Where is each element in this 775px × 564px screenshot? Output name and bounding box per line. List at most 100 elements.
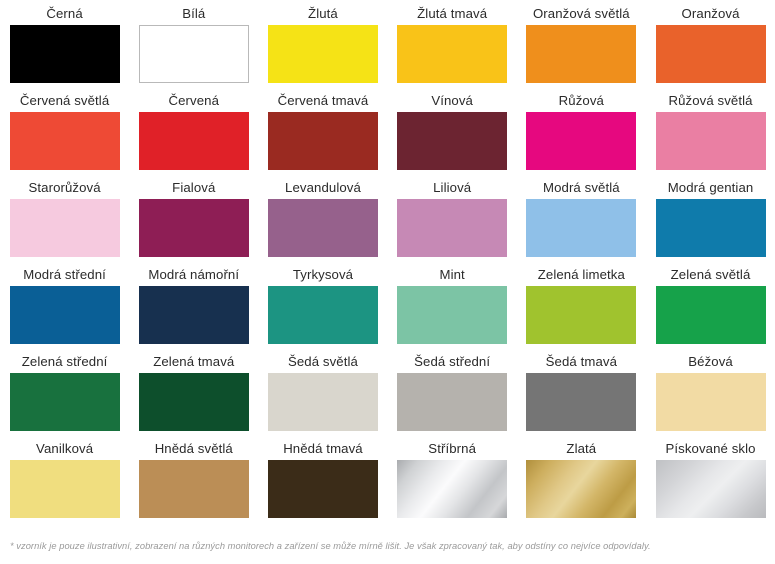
swatch-label: Béžová (688, 354, 733, 369)
swatch-cell[interactable]: Růžová světlá (646, 87, 775, 174)
swatch-cell[interactable]: Oranžová světlá (517, 0, 646, 87)
swatch-color-chip[interactable] (397, 373, 508, 431)
swatch-cell[interactable]: Šedá střední (388, 348, 517, 435)
swatch-cell[interactable]: Vínová (388, 87, 517, 174)
swatch-cell[interactable]: Zelená limetka (517, 261, 646, 348)
swatch-label: Zelená střední (21, 354, 108, 369)
swatch-label: Zelená tmavá (153, 354, 235, 369)
swatch-color-chip[interactable] (526, 199, 637, 257)
swatch-cell[interactable]: Hnědá světlá (129, 435, 258, 522)
swatch-color-chip[interactable] (138, 199, 249, 257)
swatch-cell[interactable]: Žlutá (258, 0, 387, 87)
swatch-color-chip[interactable] (267, 25, 378, 83)
swatch-cell[interactable]: Červená (129, 87, 258, 174)
swatch-cell[interactable]: Žlutá tmavá (388, 0, 517, 87)
swatch-cell[interactable]: Zelená tmavá (129, 348, 258, 435)
swatch-label: Levandulová (285, 180, 361, 195)
swatch-label: Modrá světlá (542, 180, 620, 195)
swatch-label: Červená světlá (19, 93, 110, 108)
swatch-label: Červená tmavá (277, 93, 369, 108)
swatch-label: Zelená světlá (670, 267, 751, 282)
swatch-color-chip[interactable] (267, 286, 378, 344)
swatch-color-chip[interactable] (397, 112, 508, 170)
swatch-color-chip[interactable] (397, 25, 508, 83)
swatch-label: Fialová (172, 180, 216, 195)
swatch-color-chip[interactable] (9, 286, 120, 344)
swatch-label: Černá (46, 6, 83, 21)
swatch-color-chip[interactable] (267, 460, 378, 518)
swatch-color-chip[interactable] (9, 25, 120, 83)
swatch-cell[interactable]: Černá (0, 0, 129, 87)
swatch-color-chip[interactable] (138, 460, 249, 518)
swatch-label: Šedá střední (414, 354, 491, 369)
swatch-label: Červená (168, 93, 220, 108)
swatch-color-chip[interactable] (267, 199, 378, 257)
swatch-label: Růžová světlá (668, 93, 753, 108)
swatch-cell[interactable]: Modrá námořní (129, 261, 258, 348)
swatch-color-chip[interactable] (526, 373, 637, 431)
swatch-color-chip[interactable] (397, 460, 508, 518)
swatch-label: Modrá gentian (667, 180, 754, 195)
swatch-cell[interactable]: Béžová (646, 348, 775, 435)
swatch-color-chip[interactable] (655, 199, 766, 257)
swatch-color-chip[interactable] (138, 112, 249, 170)
swatch-label: Šedá tmavá (545, 354, 618, 369)
swatch-label: Modrá námořní (148, 267, 240, 282)
swatch-cell[interactable]: Tyrkysová (258, 261, 387, 348)
swatch-cell[interactable]: Starorůžová (0, 174, 129, 261)
swatch-cell[interactable]: Stříbrná (388, 435, 517, 522)
swatch-label: Hnědá tmavá (283, 441, 363, 456)
color-swatch-grid: Černá Bílá Žlutá Žlutá tmavá Oranžová světlá… (0, 0, 775, 522)
swatch-cell[interactable]: Růžová (517, 87, 646, 174)
swatch-color-chip[interactable] (9, 112, 120, 170)
swatch-cell[interactable]: Hnědá tmavá (258, 435, 387, 522)
swatch-cell[interactable]: Šedá světlá (258, 348, 387, 435)
swatch-cell[interactable]: Modrá světlá (517, 174, 646, 261)
swatch-color-chip[interactable] (9, 460, 120, 518)
swatch-cell[interactable]: Zelená střední (0, 348, 129, 435)
swatch-label: Šedá světlá (287, 354, 358, 369)
swatch-color-chip[interactable] (9, 199, 120, 257)
swatch-label: Modrá střední (23, 267, 106, 282)
swatch-color-chip[interactable] (655, 286, 766, 344)
swatch-color-chip[interactable] (138, 373, 249, 431)
swatch-cell[interactable]: Červená světlá (0, 87, 129, 174)
swatch-label: Růžová (558, 93, 604, 108)
swatch-cell[interactable]: Bílá (129, 0, 258, 87)
swatch-color-chip[interactable] (138, 286, 249, 344)
swatch-cell[interactable]: Modrá gentian (646, 174, 775, 261)
swatch-color-chip[interactable] (9, 373, 120, 431)
swatch-color-chip[interactable] (655, 112, 766, 170)
swatch-cell[interactable]: Zelená světlá (646, 261, 775, 348)
swatch-cell[interactable]: Šedá tmavá (517, 348, 646, 435)
swatch-cell[interactable]: Fialová (129, 174, 258, 261)
swatch-cell[interactable]: Vanilková (0, 435, 129, 522)
swatch-label: Hnědá světlá (154, 441, 233, 456)
swatch-cell[interactable]: Mint (388, 261, 517, 348)
swatch-color-chip[interactable] (655, 25, 766, 83)
swatch-color-chip[interactable] (655, 373, 766, 431)
swatch-cell[interactable]: Levandulová (258, 174, 387, 261)
swatch-cell[interactable]: Červená tmavá (258, 87, 387, 174)
swatch-label: Vanilková (36, 441, 94, 456)
swatch-label: Mint (439, 267, 465, 282)
swatch-color-chip[interactable] (267, 373, 378, 431)
swatch-label: Liliová (433, 180, 472, 195)
swatch-color-chip[interactable] (267, 112, 378, 170)
swatch-color-chip[interactable] (397, 286, 508, 344)
swatch-color-chip[interactable] (138, 25, 249, 83)
swatch-label: Pískované sklo (665, 441, 756, 456)
swatch-color-chip[interactable] (526, 460, 637, 518)
swatch-cell[interactable]: Zlatá (517, 435, 646, 522)
swatch-cell[interactable]: Liliová (388, 174, 517, 261)
swatch-label: Stříbrná (428, 441, 477, 456)
swatch-cell[interactable]: Oranžová (646, 0, 775, 87)
swatch-color-chip[interactable] (526, 286, 637, 344)
swatch-cell[interactable]: Modrá střední (0, 261, 129, 348)
footnote-disclaimer: * vzorník je pouze ilustrativní, zobraze… (10, 541, 651, 551)
swatch-color-chip[interactable] (526, 112, 637, 170)
swatch-color-chip[interactable] (526, 25, 637, 83)
swatch-color-chip[interactable] (655, 460, 766, 518)
swatch-color-chip[interactable] (397, 199, 508, 257)
swatch-cell[interactable]: Pískované sklo (646, 435, 775, 522)
